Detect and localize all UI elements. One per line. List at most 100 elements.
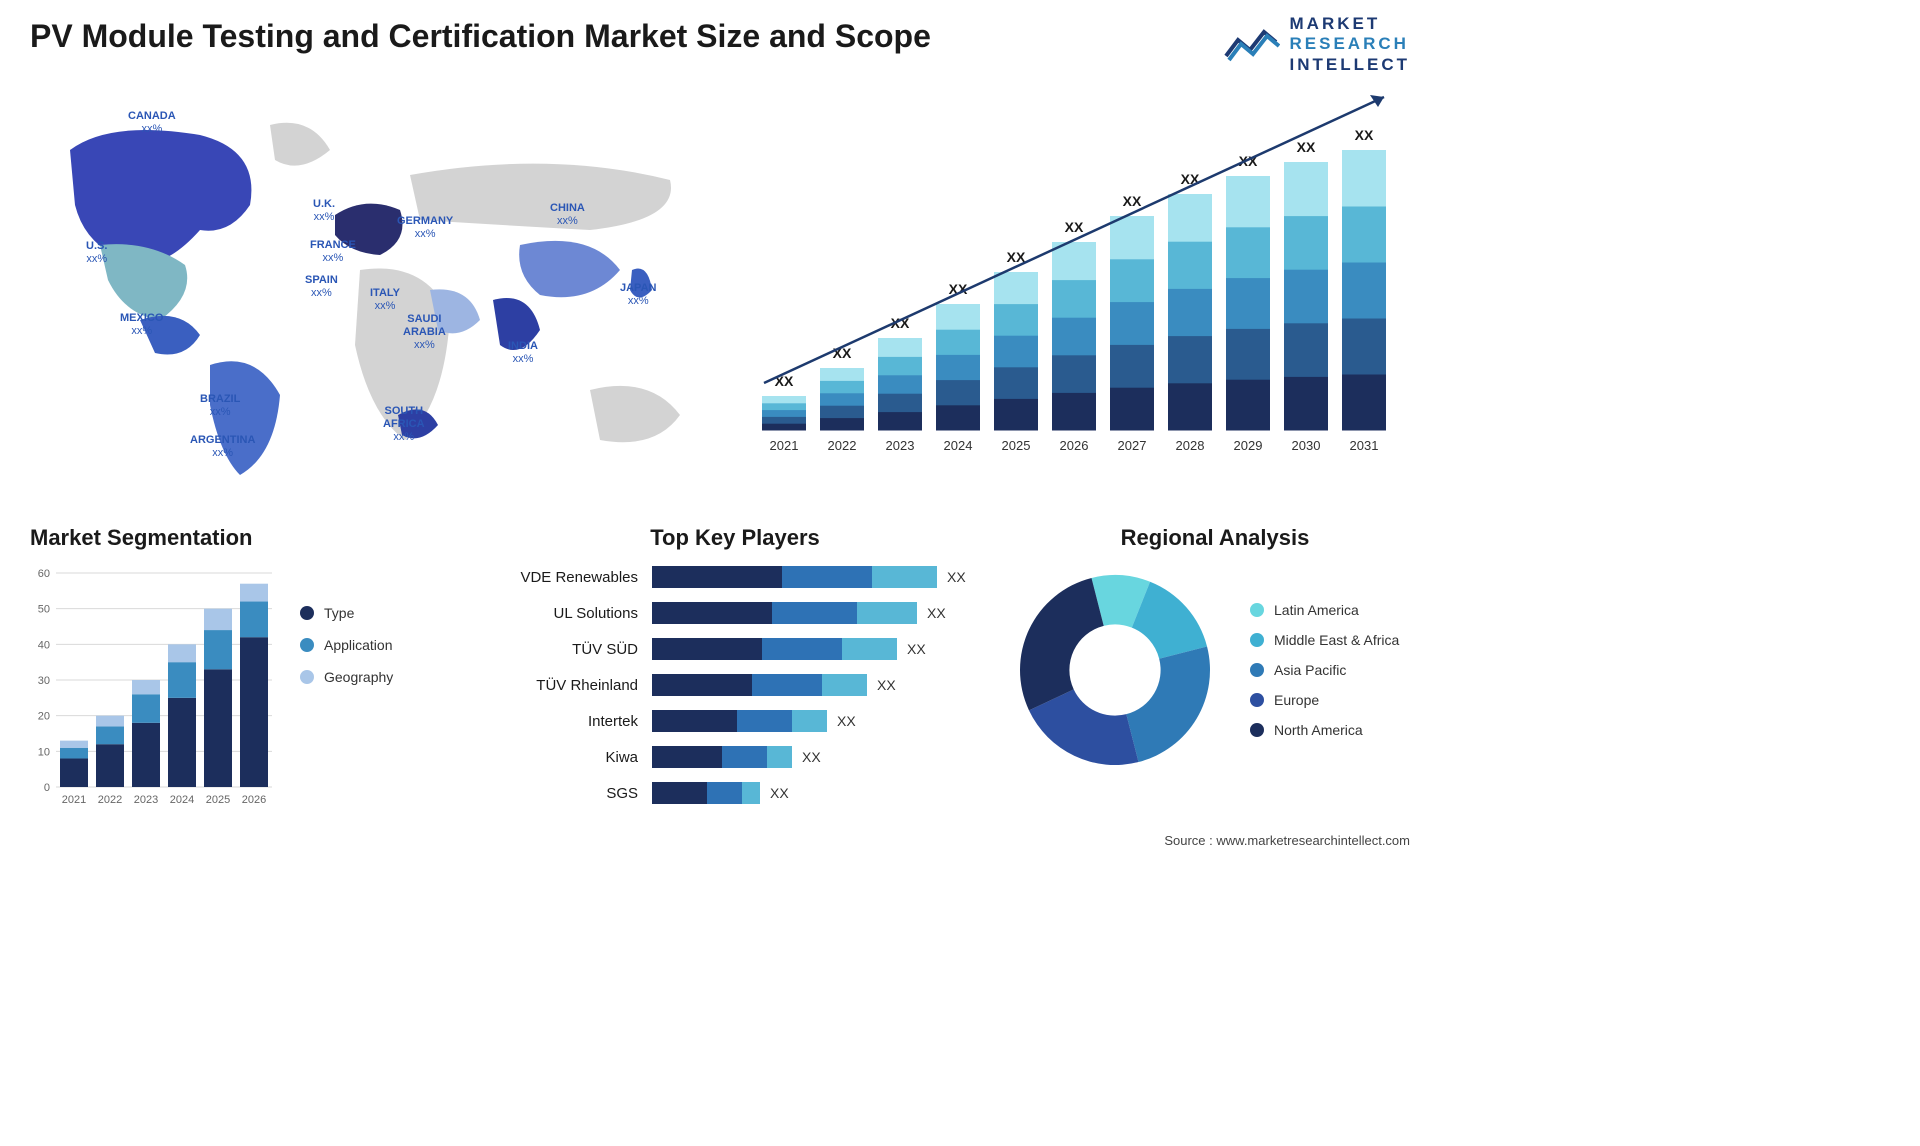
player-value: XX [802,749,821,765]
player-name: SGS [480,785,638,802]
segmentation-legend-item: Geography [300,669,393,685]
player-name: VDE Renewables [480,569,638,586]
segmentation-chart: 0102030405060202120222023202420252026 [30,565,272,811]
player-name: UL Solutions [480,605,638,622]
player-bar-segment [737,710,792,732]
player-bar [652,638,897,660]
svg-text:2026: 2026 [242,794,266,806]
player-bar [652,674,867,696]
player-value: XX [927,605,946,621]
segmentation-panel: Market Segmentation 01020304050602021202… [30,525,470,811]
svg-text:60: 60 [38,568,50,580]
svg-text:2021: 2021 [62,794,86,806]
svg-text:2022: 2022 [98,794,122,806]
svg-text:2028: 2028 [1176,438,1205,453]
player-name: TÜV SÜD [480,641,638,658]
player-value: XX [770,785,789,801]
svg-text:2030: 2030 [1292,438,1321,453]
svg-text:2027: 2027 [1118,438,1147,453]
svg-text:10: 10 [38,746,50,758]
svg-text:2025: 2025 [1002,438,1031,453]
map-label-safrica: SOUTHAFRICAxx% [383,405,425,445]
key-players-header: Top Key Players [480,525,990,551]
svg-text:XX: XX [1297,139,1316,155]
map-label-india: INDIAxx% [508,340,538,366]
player-bar-segment [652,674,752,696]
legend-label: Latin America [1274,602,1359,618]
player-row: VDE RenewablesXX [480,561,990,593]
player-bar-segment [652,638,762,660]
svg-text:2025: 2025 [206,794,230,806]
player-bar-segment [652,746,722,768]
map-label-brazil: BRAZILxx% [200,393,240,419]
legend-label: Type [324,605,354,621]
player-bar-segment [762,638,842,660]
legend-dot-icon [300,606,314,620]
map-label-argentina: ARGENTINAxx% [190,434,255,460]
player-bar [652,710,827,732]
player-bar-wrap: XX [652,602,946,624]
player-bar-segment [752,674,822,696]
map-label-us: U.S.xx% [86,240,107,266]
map-label-uk: U.K.xx% [313,198,335,224]
legend-dot-icon [1250,723,1264,737]
regional-legend-item: Europe [1250,692,1399,708]
map-label-france: FRANCExx% [310,239,356,265]
player-bar-segment [857,602,917,624]
regional-legend-item: Asia Pacific [1250,662,1399,678]
svg-text:2022: 2022 [828,438,857,453]
svg-text:2024: 2024 [170,794,194,806]
segmentation-legend-item: Application [300,637,393,653]
legend-dot-icon [1250,633,1264,647]
market-growth-chart: XX2021XX2022XX2023XX2024XX2025XX2026XX20… [750,90,1410,470]
player-bar-wrap: XX [652,674,896,696]
brand-logo: MARKET RESEARCH INTELLECT [1222,14,1411,75]
player-value: XX [877,677,896,693]
segmentation-legend-item: Type [300,605,393,621]
svg-text:2026: 2026 [1060,438,1089,453]
world-map-panel: CANADAxx%U.S.xx%MEXICOxx%BRAZILxx%ARGENT… [30,95,720,490]
regional-legend-item: Middle East & Africa [1250,632,1399,648]
source-label: Source : www.marketresearchintellect.com [1164,833,1410,848]
segmentation-header: Market Segmentation [30,525,470,551]
map-label-mexico: MEXICOxx% [120,312,163,338]
svg-text:40: 40 [38,639,50,651]
segmentation-legend: Type Application Geography [300,565,393,811]
player-bar-segment [742,782,760,804]
svg-text:0: 0 [44,782,50,794]
svg-text:2023: 2023 [886,438,915,453]
player-bar-segment [722,746,767,768]
player-bar-segment [772,602,857,624]
svg-text:XX: XX [1181,171,1200,187]
logo-text: MARKET RESEARCH INTELLECT [1290,14,1411,75]
legend-dot-icon [300,670,314,684]
map-label-spain: SPAINxx% [305,274,338,300]
regional-analysis-panel: Regional Analysis Latin America Middle Ea… [1010,525,1420,775]
page-title: PV Module Testing and Certification Mark… [30,18,931,55]
regional-header: Regional Analysis [1010,525,1420,551]
map-label-saudi: SAUDIARABIAxx% [403,313,446,353]
player-row: UL Solutions XX [480,597,990,629]
player-bar-segment [652,566,782,588]
svg-text:XX: XX [1123,193,1142,209]
player-bar [652,782,760,804]
regional-legend-item: Latin America [1250,602,1399,618]
player-value: XX [837,713,856,729]
regional-legend-item: North America [1250,722,1399,738]
player-bar-segment [652,782,707,804]
player-bar-segment [782,566,872,588]
player-bar-wrap: XX [652,782,789,804]
legend-label: North America [1274,722,1363,738]
player-bar-segment [767,746,792,768]
map-label-germany: GERMANYxx% [397,215,453,241]
player-bar-wrap: XX [652,746,821,768]
player-bar-wrap: XX [652,710,856,732]
legend-label: Middle East & Africa [1274,632,1399,648]
player-name: TÜV Rheinland [480,677,638,694]
legend-label: Asia Pacific [1274,662,1346,678]
player-bar-segment [707,782,742,804]
player-name: Intertek [480,713,638,730]
player-row: SGS XX [480,777,990,809]
player-row: KiwaXX [480,741,990,773]
player-bar-segment [872,566,937,588]
